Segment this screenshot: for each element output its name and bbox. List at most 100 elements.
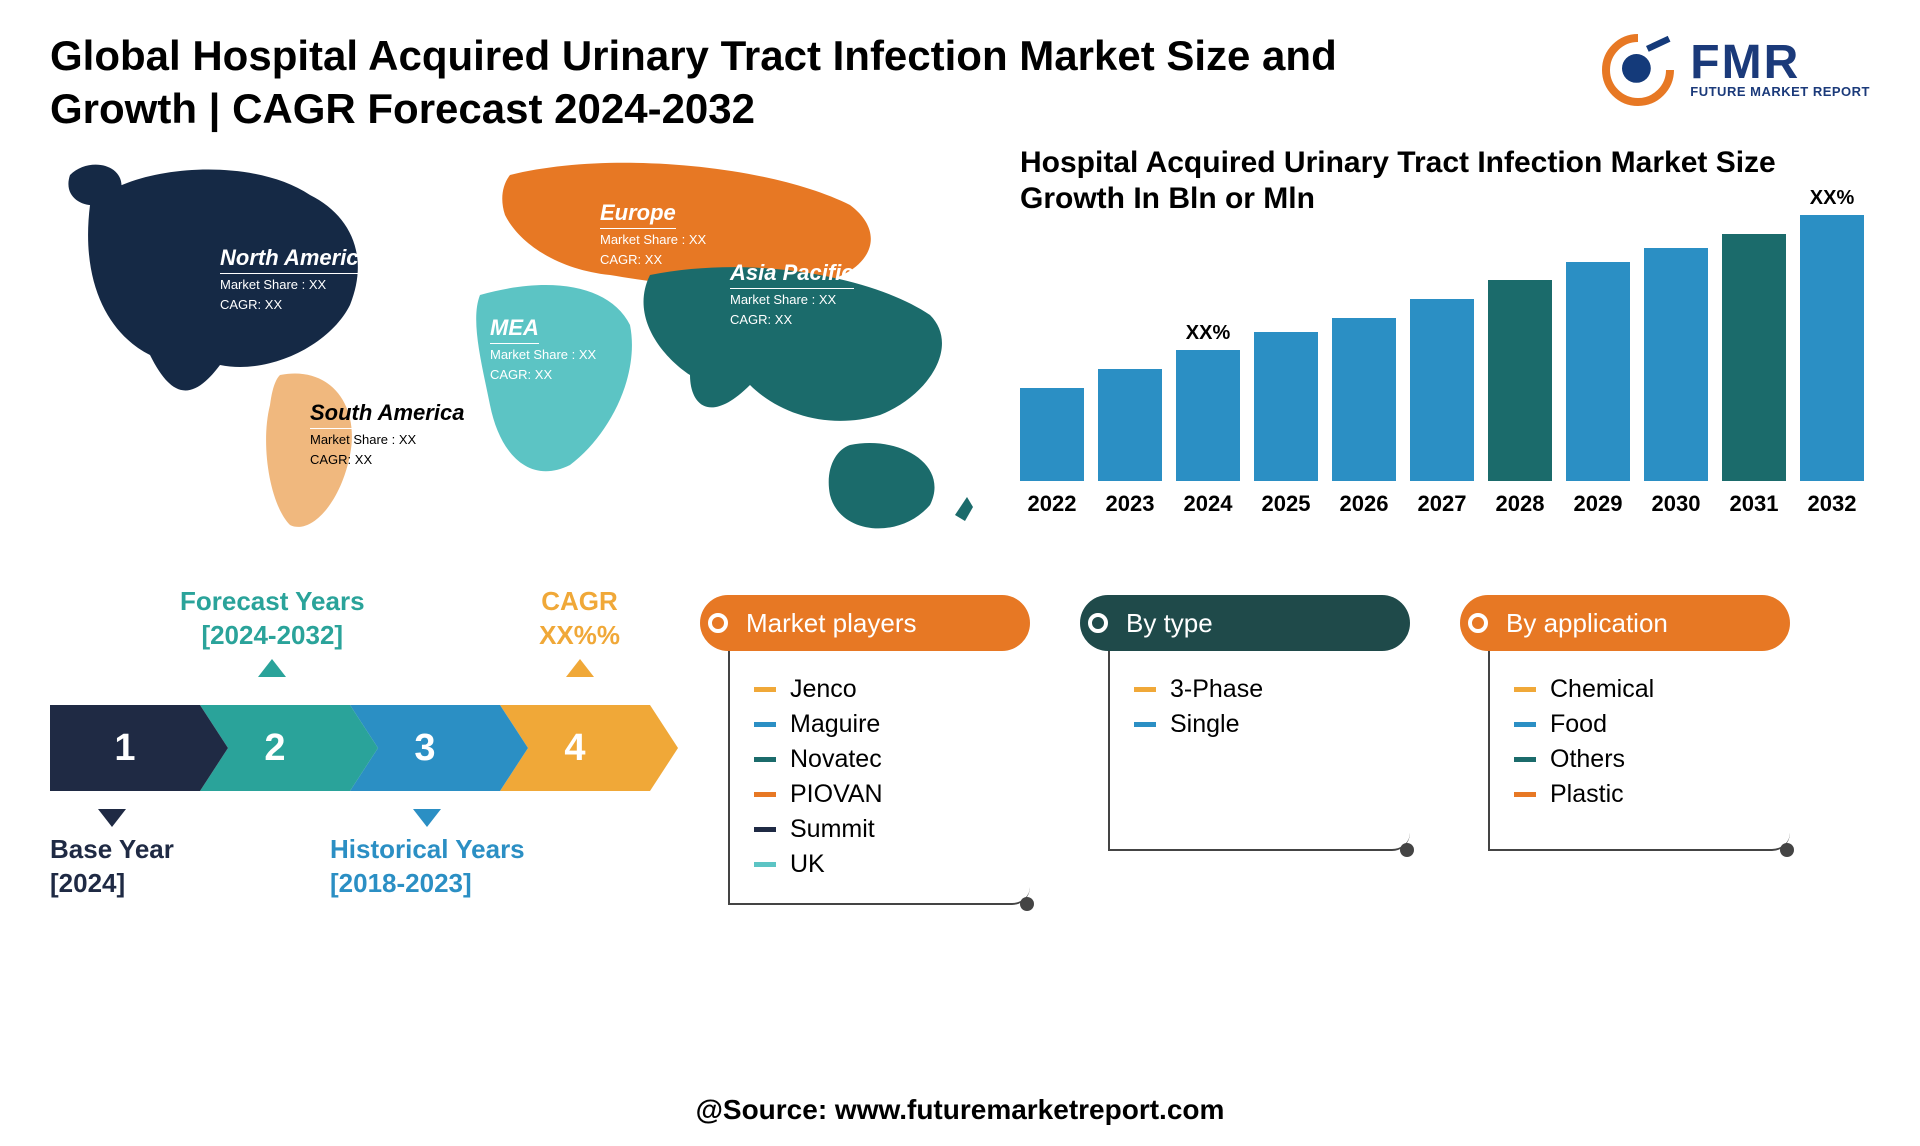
bar-year-label: 2031 xyxy=(1730,491,1779,517)
region-name: Europe xyxy=(600,200,676,229)
bar-top-label: XX% xyxy=(1810,187,1854,210)
segment-item: Single xyxy=(1134,710,1400,739)
bar xyxy=(1644,248,1708,481)
logo-full: FUTURE MARKET REPORT xyxy=(1690,84,1870,99)
bar-col: 2028 xyxy=(1488,280,1552,517)
segment-body: Jenco Maguire Novatec PIOVAN Summit UK xyxy=(728,651,1030,905)
bar xyxy=(1332,318,1396,481)
dot-icon xyxy=(1088,613,1108,633)
segments-row: Market players Jenco Maguire Novatec PIO… xyxy=(700,595,1790,905)
bar-year-label: 2022 xyxy=(1028,491,1077,517)
bar-top-label: XX% xyxy=(1186,322,1230,345)
world-map: North America Market Share : XX CAGR: XX… xyxy=(50,145,990,545)
triangle-down-icon xyxy=(98,809,126,827)
region-name: South America xyxy=(310,400,464,429)
triangle-up-icon xyxy=(258,659,286,677)
segment-item: PIOVAN xyxy=(754,780,1020,809)
bar-col: 2022 xyxy=(1020,388,1084,517)
segment-item-label: UK xyxy=(790,850,825,879)
chevron-step: 1 xyxy=(50,705,200,791)
segment: By type 3-Phase Single xyxy=(1080,595,1410,905)
historical-range: [2018-2023] xyxy=(330,867,525,901)
segment-header: Market players xyxy=(700,595,1030,651)
segment-item: Others xyxy=(1514,745,1780,774)
bar-year-label: 2030 xyxy=(1652,491,1701,517)
region-share: Market Share : XX xyxy=(600,232,706,249)
bar-year-label: 2026 xyxy=(1340,491,1389,517)
logo: FMR FUTURE MARKET REPORT xyxy=(1598,30,1870,110)
segment-item: Plastic xyxy=(1514,780,1780,809)
region-share: Market Share : XX xyxy=(220,277,371,294)
segment-item-label: 3-Phase xyxy=(1170,675,1263,704)
segment-item: Novatec xyxy=(754,745,1020,774)
bar-year-label: 2028 xyxy=(1496,491,1545,517)
region-label-eu: Europe Market Share : XX CAGR: XX xyxy=(600,200,706,269)
segment-item-label: Single xyxy=(1170,710,1240,739)
segment-item-label: PIOVAN xyxy=(790,780,883,809)
forecast-range: [2024-2032] xyxy=(180,619,365,653)
segment-item-label: Others xyxy=(1550,745,1625,774)
header: Global Hospital Acquired Urinary Tract I… xyxy=(50,30,1870,135)
segment-item-label: Maguire xyxy=(790,710,880,739)
region-share: Market Share : XX xyxy=(490,347,596,364)
segment-item: Chemical xyxy=(1514,675,1780,704)
bar-year-label: 2025 xyxy=(1262,491,1311,517)
bar-col: 2023 xyxy=(1098,369,1162,517)
forecast-label: Forecast Years [2024-2032] xyxy=(180,585,365,677)
bar xyxy=(1722,234,1786,481)
region-cagr: CAGR: XX xyxy=(220,297,371,314)
segment-item-label: Novatec xyxy=(790,745,882,774)
cagr-value: XX%% xyxy=(539,619,620,653)
bar-year-label: 2027 xyxy=(1418,491,1467,517)
bar-col: 2031 xyxy=(1722,234,1786,517)
bar-year-label: 2024 xyxy=(1184,491,1233,517)
segment-item: Food xyxy=(1514,710,1780,739)
bar-col: 2030 xyxy=(1644,248,1708,517)
bar-col: 2029 xyxy=(1566,262,1630,517)
top-row: North America Market Share : XX CAGR: XX… xyxy=(50,145,1870,545)
logo-abbr: FMR xyxy=(1690,41,1870,84)
triangle-up-icon xyxy=(566,659,594,677)
region-name: Asia Pacific xyxy=(730,260,854,289)
bar xyxy=(1020,388,1084,481)
chevron-row: 1234 xyxy=(50,705,650,791)
segment-item-label: Chemical xyxy=(1550,675,1654,704)
base-title: Base Year xyxy=(50,833,174,867)
source-text: @Source: www.futuremarketreport.com xyxy=(696,1094,1225,1126)
swatch-icon xyxy=(1514,757,1536,762)
historical-title: Historical Years xyxy=(330,833,525,867)
segment-item-label: Summit xyxy=(790,815,875,844)
bar-col: 2027 xyxy=(1410,299,1474,517)
swatch-icon xyxy=(1514,722,1536,727)
swatch-icon xyxy=(754,792,776,797)
cagr-title: CAGR xyxy=(539,585,620,619)
bar-chart: Hospital Acquired Urinary Tract Infectio… xyxy=(1020,145,1870,545)
bar-col: 2026 xyxy=(1332,318,1396,517)
swatch-icon xyxy=(754,687,776,692)
region-name: MEA xyxy=(490,315,539,344)
bars-container: 2022 2023 XX% 2024 2025 2026 2027 2028 20… xyxy=(1020,237,1870,517)
segment-title: Market players xyxy=(746,608,917,639)
segment: By application Chemical Food Others Plas… xyxy=(1460,595,1790,905)
region-label-sa: South America Market Share : XX CAGR: XX xyxy=(310,400,464,469)
bar-col: XX% 2024 xyxy=(1176,350,1240,517)
cagr-label: CAGR XX%% xyxy=(539,585,620,677)
segment-item: Summit xyxy=(754,815,1020,844)
base-range: [2024] xyxy=(50,867,174,901)
swatch-icon xyxy=(754,862,776,867)
region-name: North America xyxy=(220,245,371,274)
swatch-icon xyxy=(1134,722,1156,727)
timeline: Forecast Years [2024-2032] CAGR XX%% 123… xyxy=(50,595,650,791)
forecast-title: Forecast Years xyxy=(180,585,365,619)
swatch-icon xyxy=(754,757,776,762)
swatch-icon xyxy=(754,722,776,727)
segment-header: By application xyxy=(1460,595,1790,651)
bar xyxy=(1176,350,1240,481)
segment-item-label: Food xyxy=(1550,710,1607,739)
bar xyxy=(1566,262,1630,481)
bar xyxy=(1410,299,1474,481)
bar-year-label: 2023 xyxy=(1106,491,1155,517)
bar xyxy=(1488,280,1552,481)
region-cagr: CAGR: XX xyxy=(730,312,854,329)
region-cagr: CAGR: XX xyxy=(310,452,464,469)
